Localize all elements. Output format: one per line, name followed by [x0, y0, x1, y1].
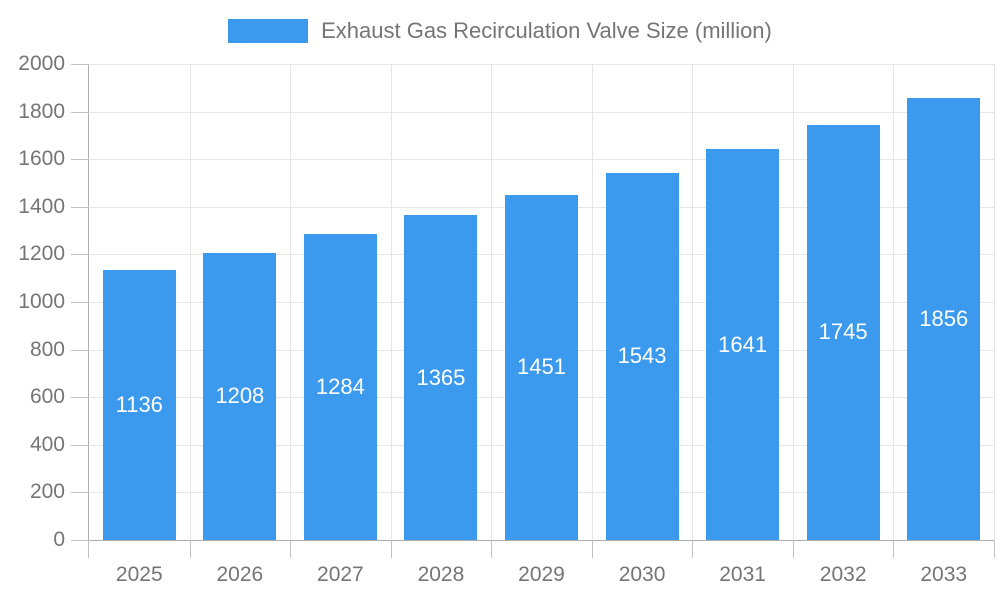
bar: 1856	[907, 98, 981, 540]
bar-value-label: 1365	[416, 364, 466, 390]
y-axis-tick	[71, 492, 89, 494]
x-tick-label: 2032	[819, 563, 867, 586]
y-tick-label: 1800	[18, 99, 65, 123]
gridline	[591, 64, 593, 540]
y-tick-label: 1600	[18, 147, 65, 171]
y-tick-label: 800	[29, 337, 65, 361]
bar-value-label: 1543	[617, 343, 667, 369]
y-tick-label: 600	[29, 385, 65, 409]
gridline	[89, 111, 994, 113]
bar: 1284	[303, 234, 377, 540]
y-tick-label: 200	[29, 480, 65, 504]
bar-value-label: 1641	[718, 331, 768, 357]
y-axis-tick	[71, 349, 89, 351]
bar-value-label: 1284	[315, 374, 365, 400]
x-tick-label: 2026	[216, 563, 264, 586]
bar-value-label: 1856	[919, 306, 969, 332]
x-tick-label: 2025	[115, 563, 163, 586]
bar: 1208	[203, 252, 277, 540]
gridline	[189, 64, 191, 540]
y-tick-label: 400	[29, 432, 65, 456]
plot-area: 0 200 400 600 800 1000 1200 1400 1600 1800 2000 113…	[18, 52, 995, 586]
bar: 1641	[706, 149, 780, 540]
x-tick-label: 2031	[719, 563, 766, 586]
gridline	[994, 64, 995, 540]
y-axis-tick	[71, 206, 89, 208]
gridline	[390, 64, 392, 540]
y-axis-tick	[71, 302, 89, 303]
y-axis-tick	[71, 254, 89, 256]
bar-value-label: 1136	[115, 391, 163, 417]
x-axis-tick	[591, 540, 593, 558]
x-axis-tick	[390, 540, 392, 558]
x-tick-label: 2027	[317, 563, 364, 586]
bar-value-label: 1208	[215, 383, 265, 409]
x-tick-label: 2029	[518, 563, 565, 586]
x-axis-tick	[994, 540, 995, 558]
y-axis-tick	[71, 64, 89, 65]
x-axis-tick	[88, 540, 89, 558]
y-tick-label: 1400	[18, 194, 65, 218]
legend: Exhaust Gas Recirculation Valve Size (mi…	[0, 18, 1000, 44]
bar: 1745	[806, 124, 880, 540]
y-tick-label: 1200	[18, 242, 65, 266]
x-axis-tick	[893, 540, 895, 558]
gridline	[89, 64, 994, 65]
bar: 1365	[404, 215, 478, 540]
x-axis-tick	[189, 540, 191, 558]
y-axis-tick	[71, 159, 89, 161]
bar: 1451	[505, 194, 578, 540]
y-tick-label: 2000	[18, 52, 65, 75]
gridline	[290, 64, 292, 540]
gridline	[893, 64, 895, 540]
x-tick-label: 2033	[920, 563, 968, 586]
y-axis-tick	[71, 540, 89, 541]
legend-label[interactable]: Exhaust Gas Recirculation Valve Size (mi…	[321, 18, 772, 43]
gridline	[692, 64, 694, 540]
gridline	[792, 64, 794, 540]
y-tick-label: 1000	[18, 290, 65, 313]
y-axis-tick	[71, 397, 89, 399]
bar: 1136	[102, 269, 176, 540]
gridline	[491, 64, 493, 540]
y-tick-label: 0	[53, 528, 65, 551]
x-tick-label: 2028	[417, 563, 465, 586]
x-axis-tick	[290, 540, 292, 558]
bar-value-label: 1451	[517, 354, 566, 380]
x-axis-tick	[692, 540, 694, 558]
x-axis-tick	[792, 540, 794, 558]
bar-value-label: 1745	[818, 319, 868, 345]
gridline	[89, 159, 994, 161]
y-axis-tick	[71, 111, 89, 113]
bar: 1543	[605, 172, 679, 540]
x-tick-label: 2030	[618, 563, 666, 586]
x-axis-tick	[491, 540, 493, 558]
y-axis-tick	[71, 444, 89, 446]
legend-swatch-icon[interactable]	[228, 19, 309, 43]
